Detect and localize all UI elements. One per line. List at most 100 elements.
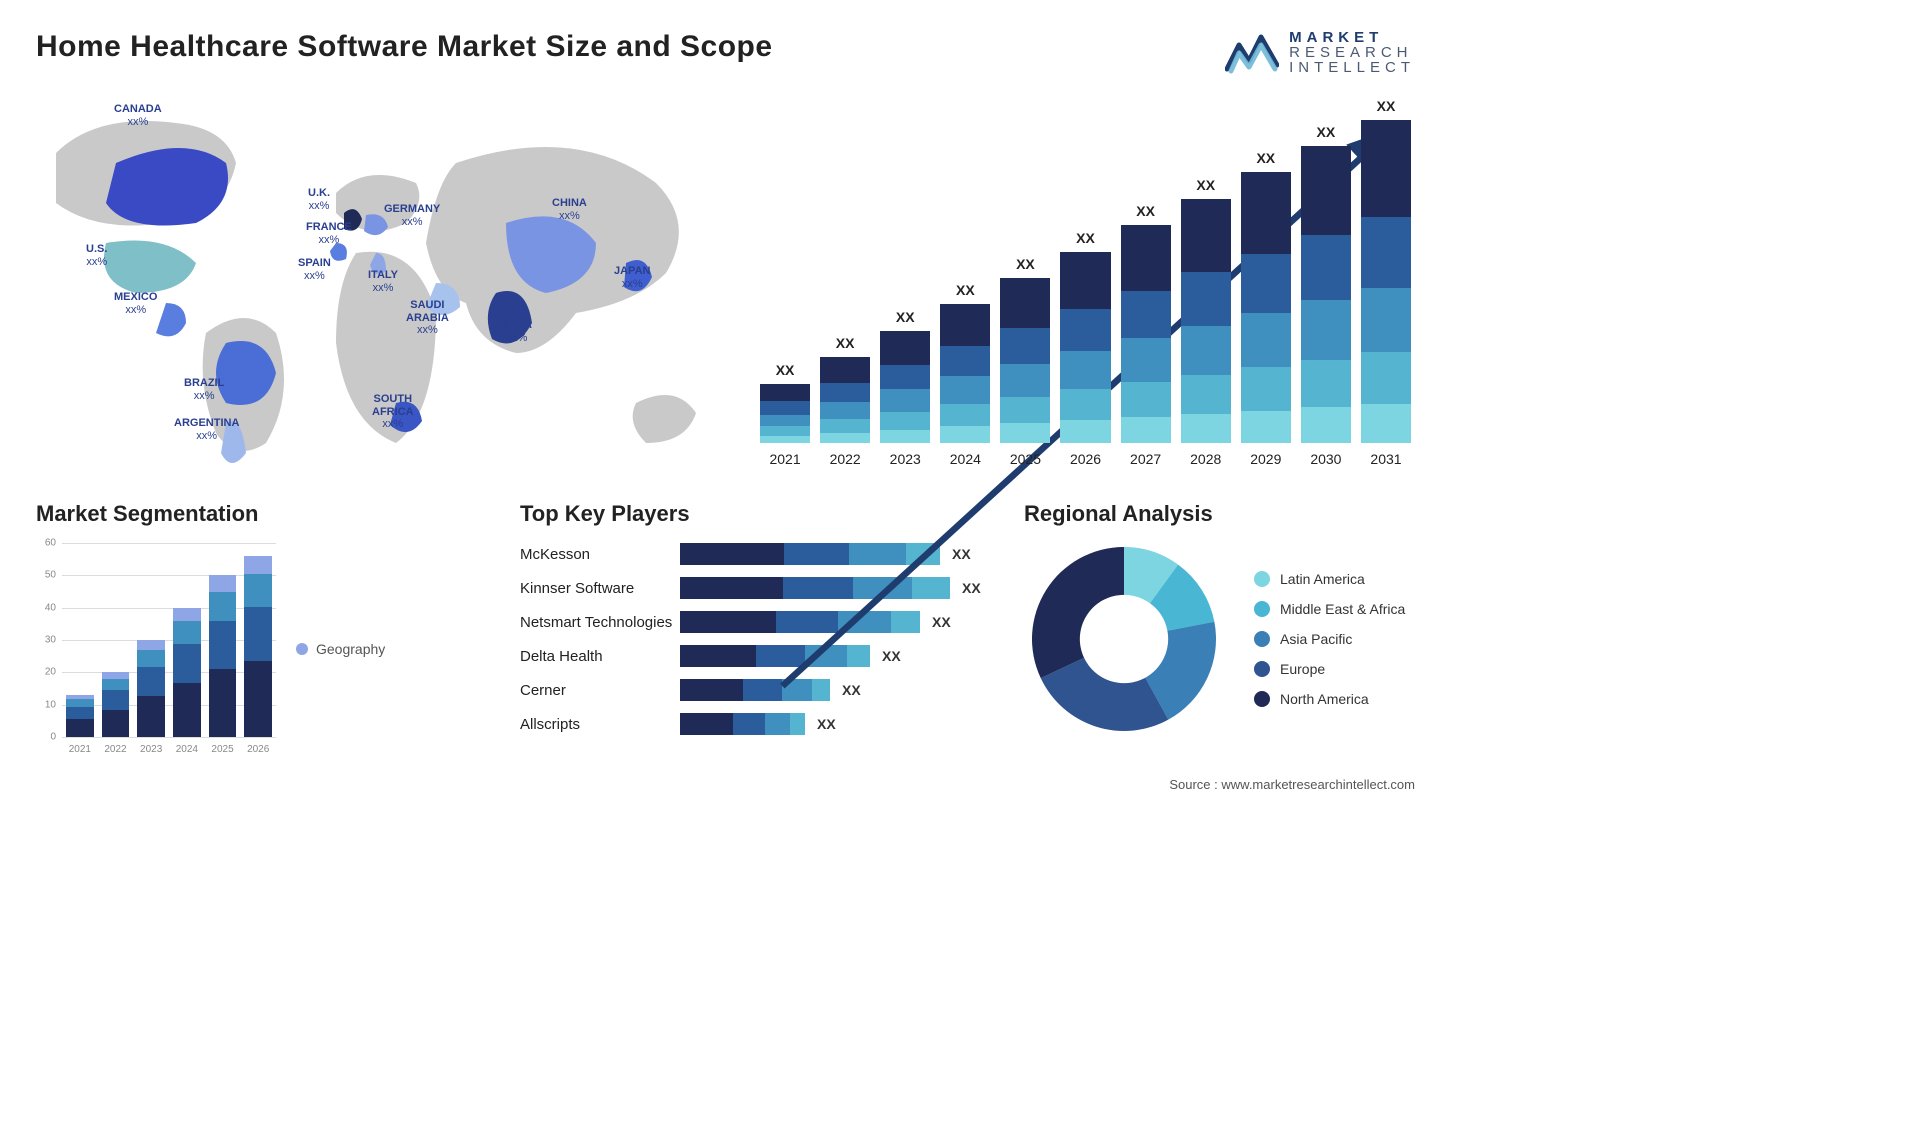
forecast-x-tick: 2024: [940, 451, 990, 467]
regional-legend-item: Latin America: [1254, 571, 1405, 587]
key-player-bar: [680, 543, 940, 565]
key-player-value: XX: [882, 648, 901, 664]
forecast-bar-segment: [820, 383, 870, 402]
page-title: Home Healthcare Software Market Size and…: [36, 30, 773, 64]
forecast-x-tick: 2022: [820, 451, 870, 467]
key-player-bar-segment: [680, 679, 743, 701]
forecast-x-tick: 2025: [1000, 451, 1050, 467]
world-map: CANADAxx%U.S.xx%MEXICOxx%BRAZILxx%ARGENT…: [36, 93, 726, 473]
key-player-bar-segment: [849, 543, 906, 565]
segmentation-bar-segment: [209, 592, 237, 621]
country-label: FRANCExx%: [306, 221, 352, 246]
key-players-title: Top Key Players: [520, 501, 990, 527]
forecast-bar-label: XX: [940, 282, 990, 298]
forecast-bar-segment: [1000, 423, 1050, 443]
forecast-x-tick: 2029: [1241, 451, 1291, 467]
key-player-name: McKesson: [520, 546, 680, 563]
segmentation-bar-segment: [137, 650, 165, 667]
regional-panel: Regional Analysis Latin AmericaMiddle Ea…: [1024, 501, 1415, 759]
logo-text-2: RESEARCH: [1289, 45, 1415, 60]
key-player-name: Netsmart Technologies: [520, 614, 680, 631]
forecast-bar-segment: [1060, 420, 1110, 443]
key-player-bar: [680, 645, 870, 667]
segmentation-x-tick: 2021: [66, 744, 94, 755]
forecast-x-tick: 2023: [880, 451, 930, 467]
forecast-bar: XX: [880, 331, 930, 443]
legend-swatch-icon: [1254, 631, 1270, 647]
forecast-bar-segment: [1361, 120, 1411, 217]
forecast-bar-label: XX: [820, 335, 870, 351]
forecast-bar-segment: [1121, 291, 1171, 339]
key-player-row: McKesson XX: [520, 539, 990, 569]
key-player-name: Kinnser Software: [520, 580, 680, 597]
y-tick-label: 20: [45, 667, 56, 678]
key-player-name: Allscripts: [520, 716, 680, 733]
forecast-bar-segment: [880, 365, 930, 390]
forecast-bar-segment: [1241, 411, 1291, 443]
y-tick-label: 60: [45, 538, 56, 549]
segmentation-x-tick: 2026: [244, 744, 272, 755]
segmentation-bar-segment: [66, 707, 94, 720]
forecast-bar-label: XX: [1241, 150, 1291, 166]
forecast-bar: XX: [820, 357, 870, 443]
key-player-row: CernerXX: [520, 675, 990, 705]
forecast-bar-segment: [1121, 417, 1171, 443]
regional-legend-label: Asia Pacific: [1280, 631, 1352, 647]
legend-swatch-icon: [1254, 571, 1270, 587]
forecast-bar-segment: [1121, 225, 1171, 290]
regional-legend-label: Middle East & Africa: [1280, 601, 1405, 617]
forecast-bar: XX: [1000, 278, 1050, 443]
country-label: U.K.xx%: [308, 187, 330, 212]
key-player-bar-segment: [776, 611, 838, 633]
segmentation-legend-label: Geography: [316, 641, 385, 657]
forecast-bar: XX: [1121, 225, 1171, 443]
segmentation-bar-segment: [137, 696, 165, 737]
forecast-bar: XX: [760, 384, 810, 443]
segmentation-bar-segment: [173, 608, 201, 621]
forecast-bar-segment: [820, 433, 870, 443]
country-label: JAPANxx%: [614, 265, 650, 290]
key-player-bar-segment: [790, 713, 805, 735]
segmentation-bar-segment: [102, 679, 130, 691]
forecast-bar-segment: [1301, 407, 1351, 443]
regional-legend: Latin America Middle East & Africa Asia Pa…: [1254, 571, 1405, 707]
forecast-bar-label: XX: [1060, 230, 1110, 246]
forecast-bar-segment: [820, 419, 870, 433]
forecast-bar-segment: [1181, 414, 1231, 443]
forecast-bar-label: XX: [1181, 177, 1231, 193]
key-player-value: XX: [962, 580, 981, 596]
key-player-value: XX: [952, 546, 971, 562]
y-tick-label: 30: [45, 635, 56, 646]
segmentation-panel: Market Segmentation 0102030405060 202120…: [36, 501, 486, 759]
forecast-bar-segment: [1121, 338, 1171, 382]
segmentation-bar-segment: [244, 574, 272, 607]
key-player-bar-segment: [765, 713, 790, 735]
forecast-bar-label: XX: [1301, 124, 1351, 140]
country-label: BRAZILxx%: [184, 377, 224, 402]
donut-slice: [1032, 547, 1124, 678]
segmentation-bar-segment: [244, 556, 272, 574]
key-player-bar-segment: [906, 543, 940, 565]
key-players-panel: Top Key Players McKesson XX Kinnser Softwa…: [520, 501, 990, 759]
country-label: MEXICOxx%: [114, 291, 157, 316]
forecast-bar-segment: [1301, 360, 1351, 408]
key-player-bar-segment: [680, 713, 733, 735]
forecast-bar: XX: [1181, 199, 1231, 443]
segmentation-x-tick: 2023: [137, 744, 165, 755]
key-player-bar-segment: [680, 611, 776, 633]
country-label: INDIAxx%: [502, 319, 532, 344]
forecast-bar-segment: [1361, 352, 1411, 404]
forecast-bar-segment: [880, 430, 930, 443]
forecast-bar-segment: [1000, 364, 1050, 397]
forecast-bar-segment: [940, 376, 990, 404]
segmentation-bar: [102, 672, 130, 737]
forecast-bar-segment: [1361, 404, 1411, 443]
segmentation-bar-segment: [137, 640, 165, 650]
segmentation-bar-segment: [102, 690, 130, 709]
segmentation-bar: [173, 608, 201, 737]
forecast-bar-segment: [1000, 397, 1050, 423]
brand-logo: MARKET RESEARCH INTELLECT: [1225, 30, 1415, 75]
logo-text-3: INTELLECT: [1289, 60, 1415, 75]
key-player-bar: [680, 577, 950, 599]
forecast-bar-segment: [760, 436, 810, 443]
